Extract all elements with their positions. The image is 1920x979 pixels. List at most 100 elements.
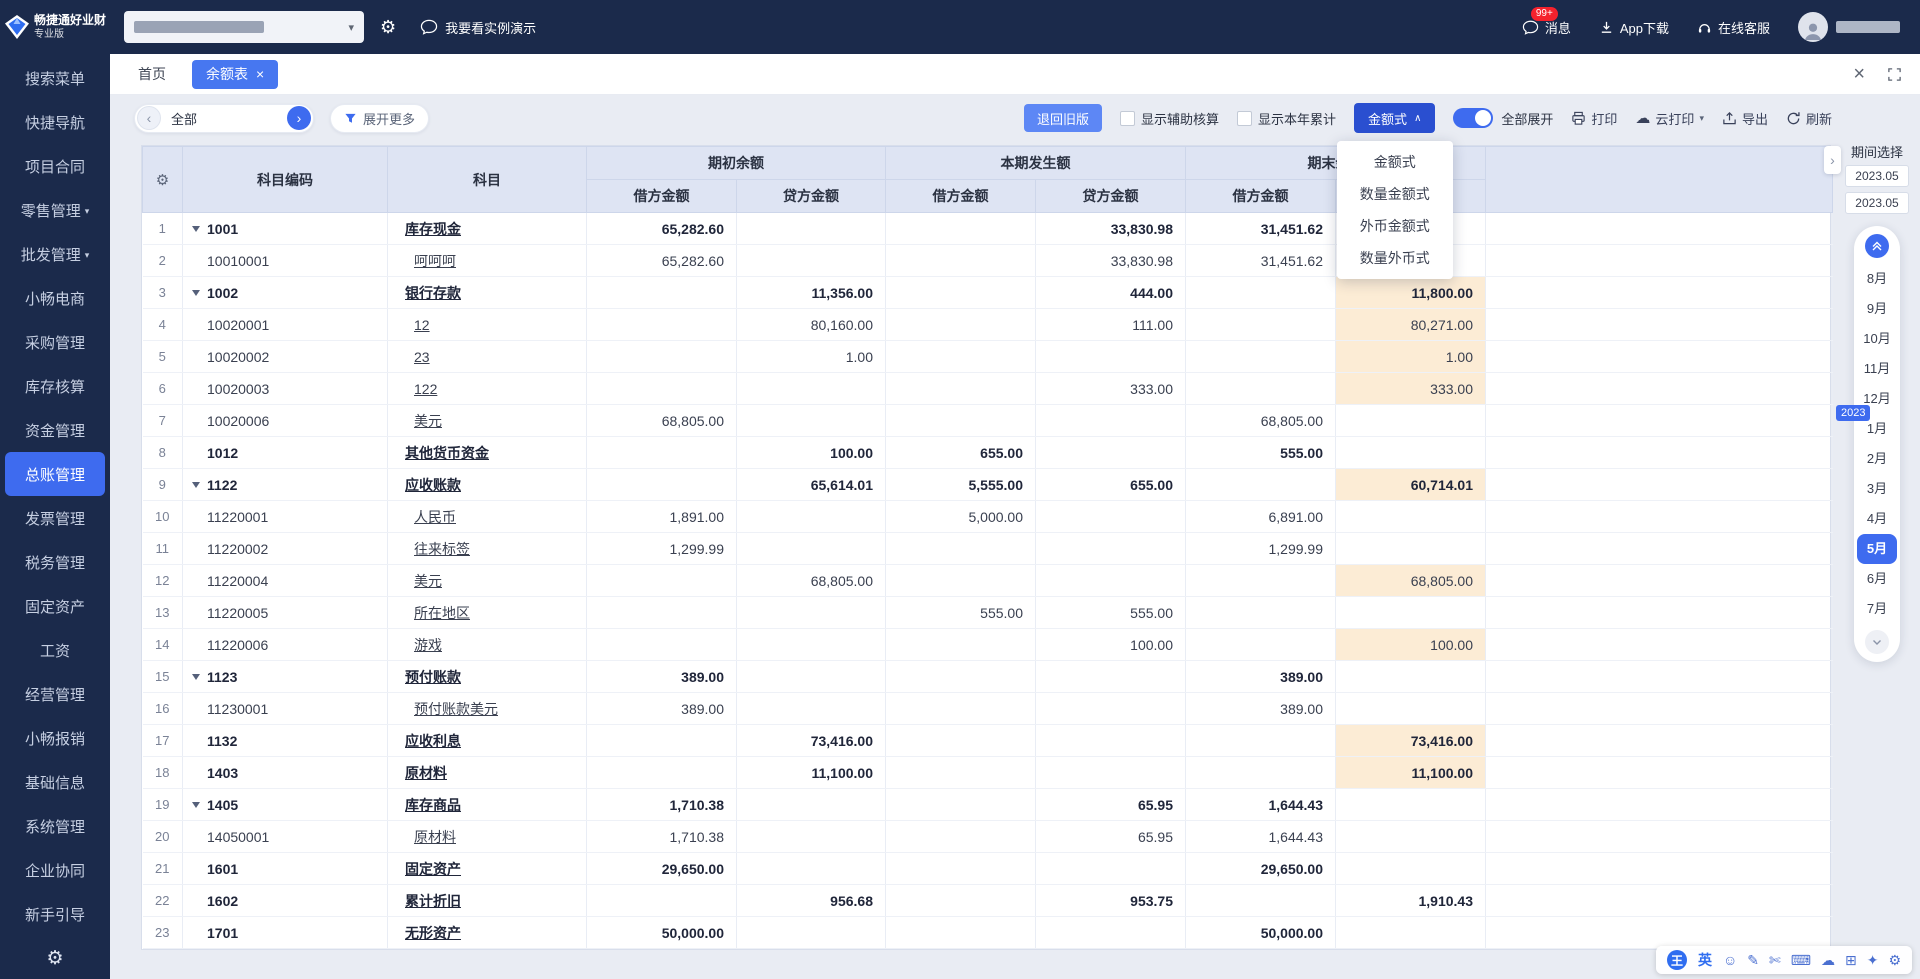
sidebar-item-inventory-accounting[interactable]: 库存核算 (0, 364, 110, 408)
period-to-input[interactable]: 2023.05 (1845, 192, 1909, 214)
account-name-link[interactable]: 库存现金 (405, 220, 461, 237)
account-name-link[interactable]: 应收账款 (405, 476, 461, 493)
column-settings[interactable]: ⚙ (142, 146, 183, 213)
sidebar-item-ecommerce[interactable]: 小畅电商 (0, 276, 110, 320)
gear-icon[interactable]: ⚙ (380, 16, 397, 37)
month-item-4[interactable]: 11月 (1863, 361, 1891, 376)
org-select[interactable]: ▾ (124, 11, 364, 43)
month-item-12[interactable]: 7月 (1866, 601, 1888, 616)
month-item-8[interactable]: 3月 (1866, 481, 1888, 496)
month-item-2[interactable]: 9月 (1866, 301, 1888, 316)
format-menu-item[interactable]: 数量外币式 (1359, 250, 1430, 266)
sidebar-item-fixed-assets[interactable]: 固定资产 (0, 584, 110, 628)
ime-logo[interactable]: 王 (1666, 950, 1687, 970)
ime-settings-icon[interactable]: ⚙ (1888, 952, 1901, 968)
month-item-5[interactable]: 12月 (1863, 391, 1891, 406)
month-item-11[interactable]: 6月 (1866, 571, 1888, 586)
account-name-link[interactable]: 人民币 (414, 508, 456, 525)
sidebar-item-tax-mgmt[interactable]: 税务管理 (0, 540, 110, 584)
sidebar-item-invoice-mgmt[interactable]: 发票管理 (0, 496, 110, 540)
pencil-icon[interactable]: ✎ (1747, 952, 1760, 968)
sidebar-item-base-info[interactable]: 基础信息 (0, 760, 110, 804)
sidebar-item-project-contract[interactable]: 项目合同 (0, 144, 110, 188)
account-name-link[interactable]: 预付账款美元 (414, 700, 498, 717)
expand-icon[interactable] (192, 482, 200, 488)
scroll-up-icon[interactable] (1865, 234, 1889, 258)
period-from-input[interactable]: 2023.05 (1845, 165, 1909, 187)
sidebar-item-general-ledger[interactable]: 总账管理 (5, 452, 105, 496)
messages-button[interactable]: 99+ 消息 (1522, 6, 1571, 37)
account-name-link[interactable]: 原材料 (405, 764, 447, 781)
account-name-link[interactable]: 累计折旧 (405, 892, 461, 909)
year-total-checkbox[interactable]: 显示本年累计 (1237, 109, 1336, 128)
ime-lang-toggle[interactable]: 英 (1697, 952, 1712, 968)
toggle-switch[interactable] (1453, 108, 1494, 128)
scissors-icon[interactable]: ✄ (1769, 952, 1781, 968)
sidebar-item-enterprise-collab[interactable]: 企业协同 (0, 848, 110, 892)
expand-all-toggle[interactable]: 全部展开 (1453, 108, 1553, 128)
cloud-icon[interactable]: ☁ (1820, 952, 1835, 968)
next-icon[interactable]: › (287, 106, 311, 130)
refresh-button[interactable]: 刷新 (1786, 109, 1832, 128)
expand-icon[interactable] (192, 802, 200, 808)
account-name-link[interactable]: 呵呵呵 (414, 252, 456, 269)
close-icon[interactable]: × (1853, 63, 1865, 85)
back-old-version-button[interactable]: 退回旧版 (1024, 104, 1103, 132)
sidebar-item-quick-nav[interactable]: 快捷导航 (0, 100, 110, 144)
sidebar-item-system-mgmt[interactable]: 系统管理 (0, 804, 110, 848)
account-name-link[interactable]: 所在地区 (414, 604, 470, 621)
account-name-link[interactable]: 库存商品 (405, 796, 461, 813)
emoji-icon[interactable]: ☺ (1722, 952, 1738, 968)
account-name-link[interactable]: 预付账款 (405, 668, 461, 685)
close-tab-icon[interactable]: × (256, 66, 265, 82)
sidebar-item-operation-mgmt[interactable]: 经营管理 (0, 672, 110, 716)
expand-icon[interactable] (192, 290, 200, 296)
month-item-10[interactable]: 5月 (1857, 534, 1897, 564)
sidebar-item-expense[interactable]: 小畅报销 (0, 716, 110, 760)
tab-balance-sheet[interactable]: 余额表 × (192, 59, 279, 89)
account-name-link[interactable]: 应收利息 (405, 732, 461, 749)
format-button[interactable]: 金额式 ∧ 金额式 数量金额式 外币金额式 数量外币式 (1336, 103, 1453, 279)
print-button[interactable]: 打印 (1571, 109, 1617, 128)
prev-icon[interactable]: ‹ (137, 106, 161, 130)
keyboard-icon[interactable]: ⌨ (1790, 952, 1811, 968)
format-menu-item[interactable]: 金额式 (1373, 154, 1416, 170)
expand-icon[interactable] (192, 674, 200, 680)
support-button[interactable]: 在线客服 (1697, 18, 1770, 37)
month-item-6[interactable]: 1月 (1866, 421, 1888, 436)
account-name-link[interactable]: 无形资产 (405, 924, 461, 941)
sidebar-settings-gear-icon[interactable]: ⚙ (46, 947, 64, 969)
star-icon[interactable]: ✦ (1866, 952, 1879, 968)
format-menu-item[interactable]: 外币金额式 (1359, 218, 1430, 234)
panel-collapse-handle[interactable]: › (1824, 146, 1841, 174)
account-name-link[interactable]: 银行存款 (405, 284, 461, 301)
expand-more-button[interactable]: 展开更多 (330, 103, 430, 133)
gear-icon[interactable]: ⚙ (155, 171, 170, 189)
account-name-link[interactable]: 游戏 (414, 636, 442, 653)
sidebar-item-search-menu[interactable]: 搜索菜单 (0, 56, 110, 100)
account-name-link[interactable]: 其他货币资金 (405, 444, 489, 461)
month-item-1[interactable]: 8月 (1866, 271, 1888, 286)
sidebar-item-wholesale-mgmt[interactable]: 批发管理 ▾ (0, 232, 110, 276)
format-menu-item[interactable]: 数量金额式 (1359, 186, 1430, 202)
grid-icon[interactable]: ⊞ (1844, 952, 1857, 968)
aux-accounting-checkbox[interactable]: 显示辅助核算 (1120, 109, 1219, 128)
fullscreen-icon[interactable] (1887, 67, 1902, 82)
sidebar-item-beginner-guide[interactable]: 新手引导 (0, 892, 110, 936)
tab-home[interactable]: 首页 (124, 60, 180, 89)
account-name-link[interactable]: 美元 (414, 572, 442, 589)
app-download-button[interactable]: App下载 (1599, 18, 1669, 37)
month-item-7[interactable]: 2月 (1866, 451, 1888, 466)
account-name-link[interactable]: 12 (414, 316, 430, 333)
cloud-print-button[interactable]: ☁ 云打印 ▾ (1635, 109, 1704, 128)
account-name-link[interactable]: 美元 (414, 412, 442, 429)
month-item-9[interactable]: 4月 (1866, 511, 1888, 526)
account-name-link[interactable]: 原材料 (414, 828, 456, 845)
export-button[interactable]: 导出 (1722, 109, 1768, 128)
demo-link[interactable]: 我要看实例演示 (420, 18, 536, 37)
scroll-down-icon[interactable] (1865, 630, 1889, 654)
sidebar-item-purchase-mgmt[interactable]: 采购管理 (0, 320, 110, 364)
account-name-link[interactable]: 往来标签 (414, 540, 470, 557)
account-filter[interactable]: ‹ 全部 › (134, 103, 314, 133)
user-avatar[interactable] (1798, 12, 1900, 42)
